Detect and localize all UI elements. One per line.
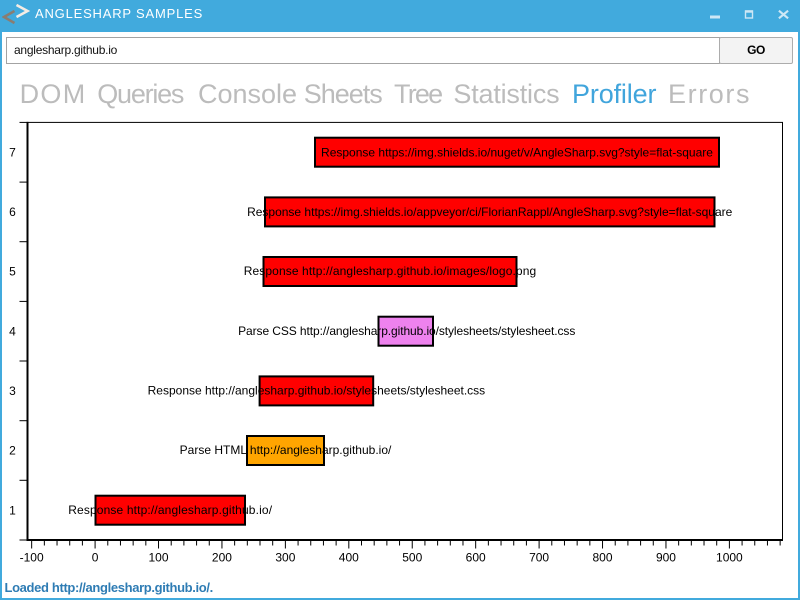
svg-text:600: 600 — [466, 551, 486, 565]
svg-text:900: 900 — [656, 551, 676, 565]
svg-text:2: 2 — [9, 444, 16, 458]
svg-text:Response http://anglesharp.git: Response http://anglesharp.github.io/ — [68, 503, 273, 517]
svg-text:400: 400 — [339, 551, 359, 565]
svg-text:6: 6 — [9, 205, 16, 219]
svg-text:Response http://anglesharp.git: Response http://anglesharp.github.io/sty… — [148, 384, 486, 398]
svg-text:Response http://anglesharp.git: Response http://anglesharp.github.io/ima… — [244, 264, 537, 278]
svg-text:700: 700 — [529, 551, 549, 565]
svg-text:5: 5 — [9, 265, 16, 279]
svg-text:Response https://img.shields.i: Response https://img.shields.io/appveyor… — [247, 205, 733, 219]
svg-text:1: 1 — [9, 503, 16, 517]
svg-text:-100: -100 — [20, 551, 44, 565]
svg-text:3: 3 — [9, 384, 16, 398]
svg-text:Parse CSS http://anglesharp.gi: Parse CSS http://anglesharp.github.io/st… — [238, 324, 575, 338]
svg-text:100: 100 — [149, 551, 169, 565]
svg-text:1000: 1000 — [716, 551, 743, 565]
svg-text:500: 500 — [402, 551, 422, 565]
svg-text:200: 200 — [212, 551, 232, 565]
svg-text:4: 4 — [9, 324, 16, 338]
svg-text:300: 300 — [275, 551, 295, 565]
svg-text:Response https://img.shields.i: Response https://img.shields.io/nuget/v/… — [321, 145, 713, 159]
svg-text:0: 0 — [92, 551, 99, 565]
svg-text:800: 800 — [593, 551, 613, 565]
svg-text:Parse HTML http://anglesharp.g: Parse HTML http://anglesharp.github.io/ — [180, 443, 392, 457]
svg-text:7: 7 — [9, 145, 16, 159]
